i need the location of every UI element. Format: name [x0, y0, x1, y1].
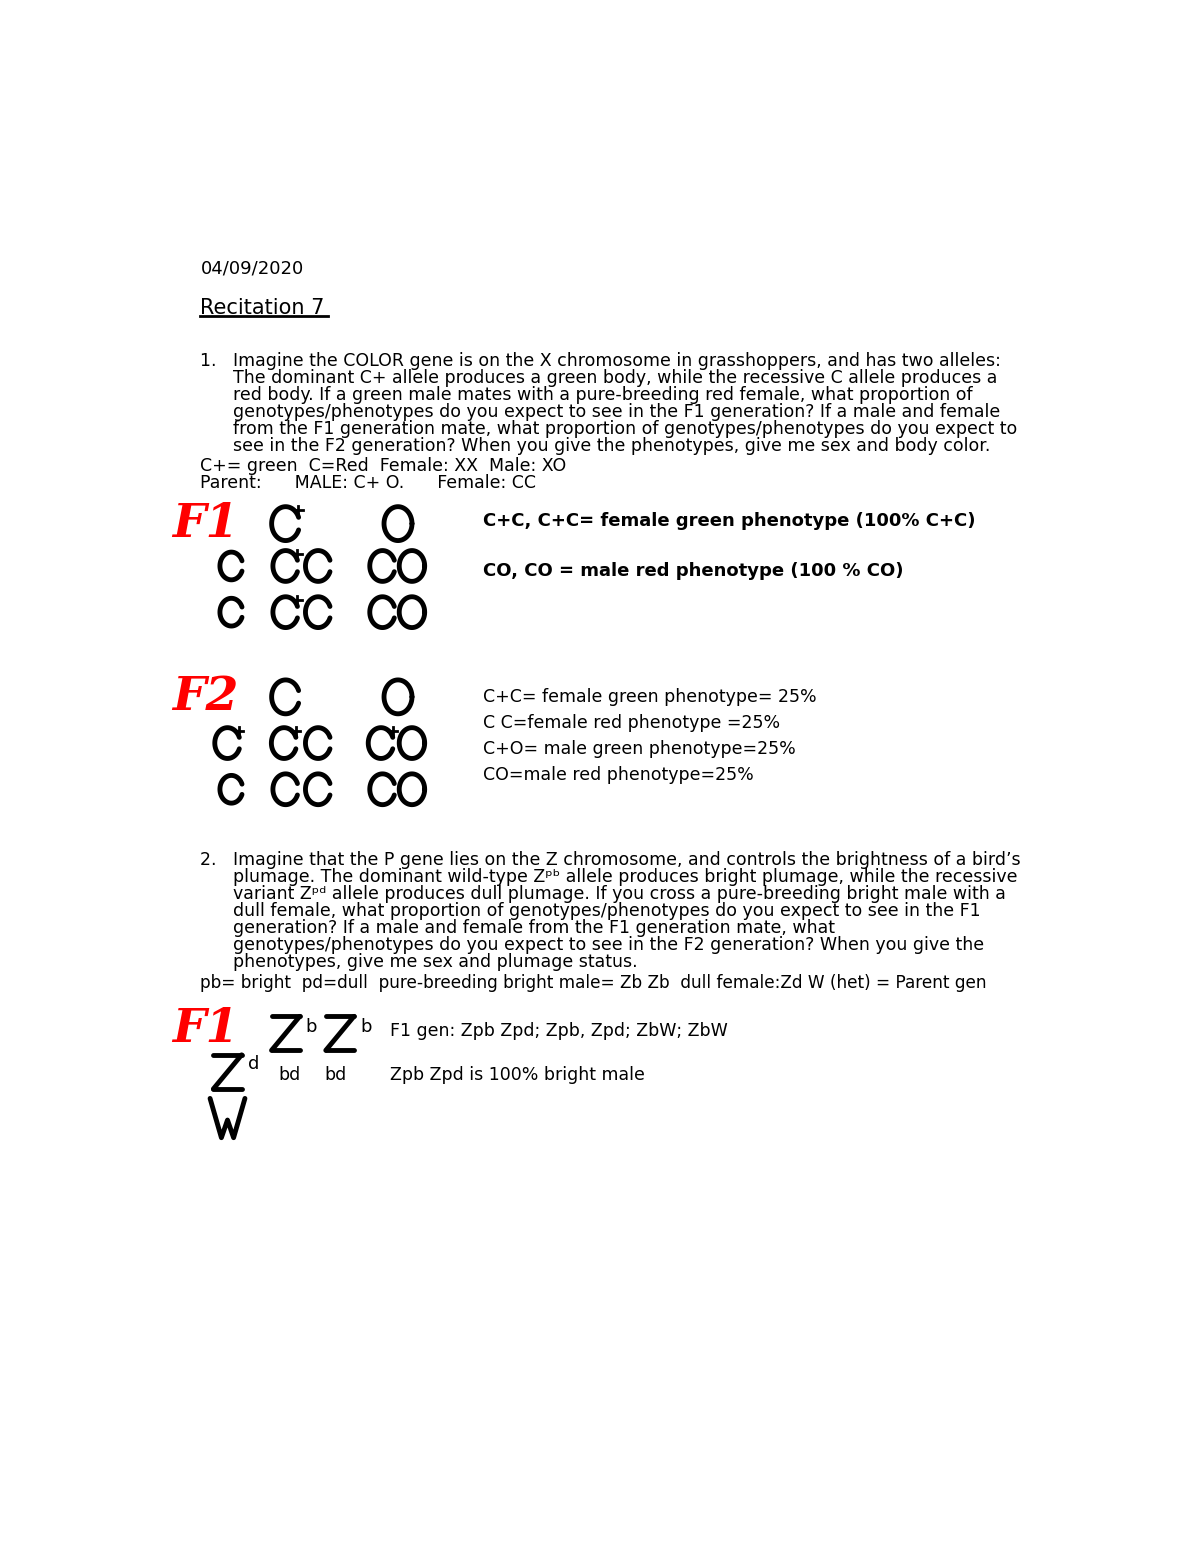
Text: red body. If a green male mates with a pure-breeding red female, what proportion: red body. If a green male mates with a p… — [200, 385, 973, 404]
Text: bd: bd — [278, 1065, 300, 1084]
Text: b: b — [306, 1017, 317, 1036]
Text: pb= bright  pd=dull  pure-breeding bright male= Zb Zb  dull female:Zd W (het) = : pb= bright pd=dull pure-breeding bright … — [200, 974, 986, 992]
Text: F1: F1 — [172, 1006, 238, 1053]
Text: 04/09/2020: 04/09/2020 — [200, 259, 304, 278]
Text: generation? If a male and female from the F1 generation mate, what: generation? If a male and female from th… — [200, 919, 835, 936]
Text: phenotypes, give me sex and plumage status.: phenotypes, give me sex and plumage stat… — [200, 952, 638, 971]
Text: 1.   Imagine the COLOR gene is on the X chromosome in grasshoppers, and has two : 1. Imagine the COLOR gene is on the X ch… — [200, 353, 1001, 370]
Text: Recitation 7: Recitation 7 — [200, 298, 325, 318]
Text: F1 gen: Zpb Zpd; Zpb, Zpd; ZbW; ZbW: F1 gen: Zpb Zpd; Zpb, Zpd; ZbW; ZbW — [390, 1022, 728, 1041]
Text: 2.   Imagine that the P gene lies on the Z chromosome, and controls the brightne: 2. Imagine that the P gene lies on the Z… — [200, 851, 1021, 868]
Text: genotypes/phenotypes do you expect to see in the F1 generation? If a male and fe: genotypes/phenotypes do you expect to se… — [200, 402, 1001, 421]
Text: C+C= female green phenotype= 25%: C+C= female green phenotype= 25% — [484, 688, 817, 705]
Text: C+C, C+C= female green phenotype (100% C+C): C+C, C+C= female green phenotype (100% C… — [484, 512, 976, 530]
Text: dull female, what proportion of genotypes/phenotypes do you expect to see in the: dull female, what proportion of genotype… — [200, 902, 982, 919]
Text: plumage. The dominant wild-type Zᵖᵇ allele produces bright plumage, while the re: plumage. The dominant wild-type Zᵖᵇ alle… — [200, 868, 1018, 885]
Text: CO, CO = male red phenotype (100 % CO): CO, CO = male red phenotype (100 % CO) — [484, 562, 904, 581]
Text: C+O= male green phenotype=25%: C+O= male green phenotype=25% — [484, 739, 796, 758]
Text: Parent:      MALE: C+ O.      Female: CC: Parent: MALE: C+ O. Female: CC — [200, 474, 536, 492]
Text: b: b — [360, 1017, 372, 1036]
Text: F1: F1 — [172, 500, 238, 547]
Text: CO=male red phenotype=25%: CO=male red phenotype=25% — [484, 766, 754, 784]
Text: C C=female red phenotype =25%: C C=female red phenotype =25% — [484, 714, 780, 731]
Text: C+= green  C=Red  Female: XX  Male: XO: C+= green C=Red Female: XX Male: XO — [200, 457, 566, 475]
Text: F2: F2 — [172, 674, 238, 719]
Text: variant Zᵖᵈ allele produces dull plumage. If you cross a pure-breeding bright ma: variant Zᵖᵈ allele produces dull plumage… — [200, 885, 1007, 902]
Text: from the F1 generation mate, what proportion of genotypes/phenotypes do you expe: from the F1 generation mate, what propor… — [200, 419, 1018, 438]
Text: bd: bd — [324, 1065, 347, 1084]
Text: d: d — [247, 1054, 259, 1073]
Text: genotypes/phenotypes do you expect to see in the F2 generation? When you give th: genotypes/phenotypes do you expect to se… — [200, 935, 984, 954]
Text: Zpb Zpd is 100% bright male: Zpb Zpd is 100% bright male — [390, 1065, 646, 1084]
Text: see in the F2 generation? When you give the phenotypes, give me sex and body col: see in the F2 generation? When you give … — [200, 436, 991, 455]
Text: The dominant C+ allele produces a green body, while the recessive C allele produ: The dominant C+ allele produces a green … — [200, 370, 997, 387]
